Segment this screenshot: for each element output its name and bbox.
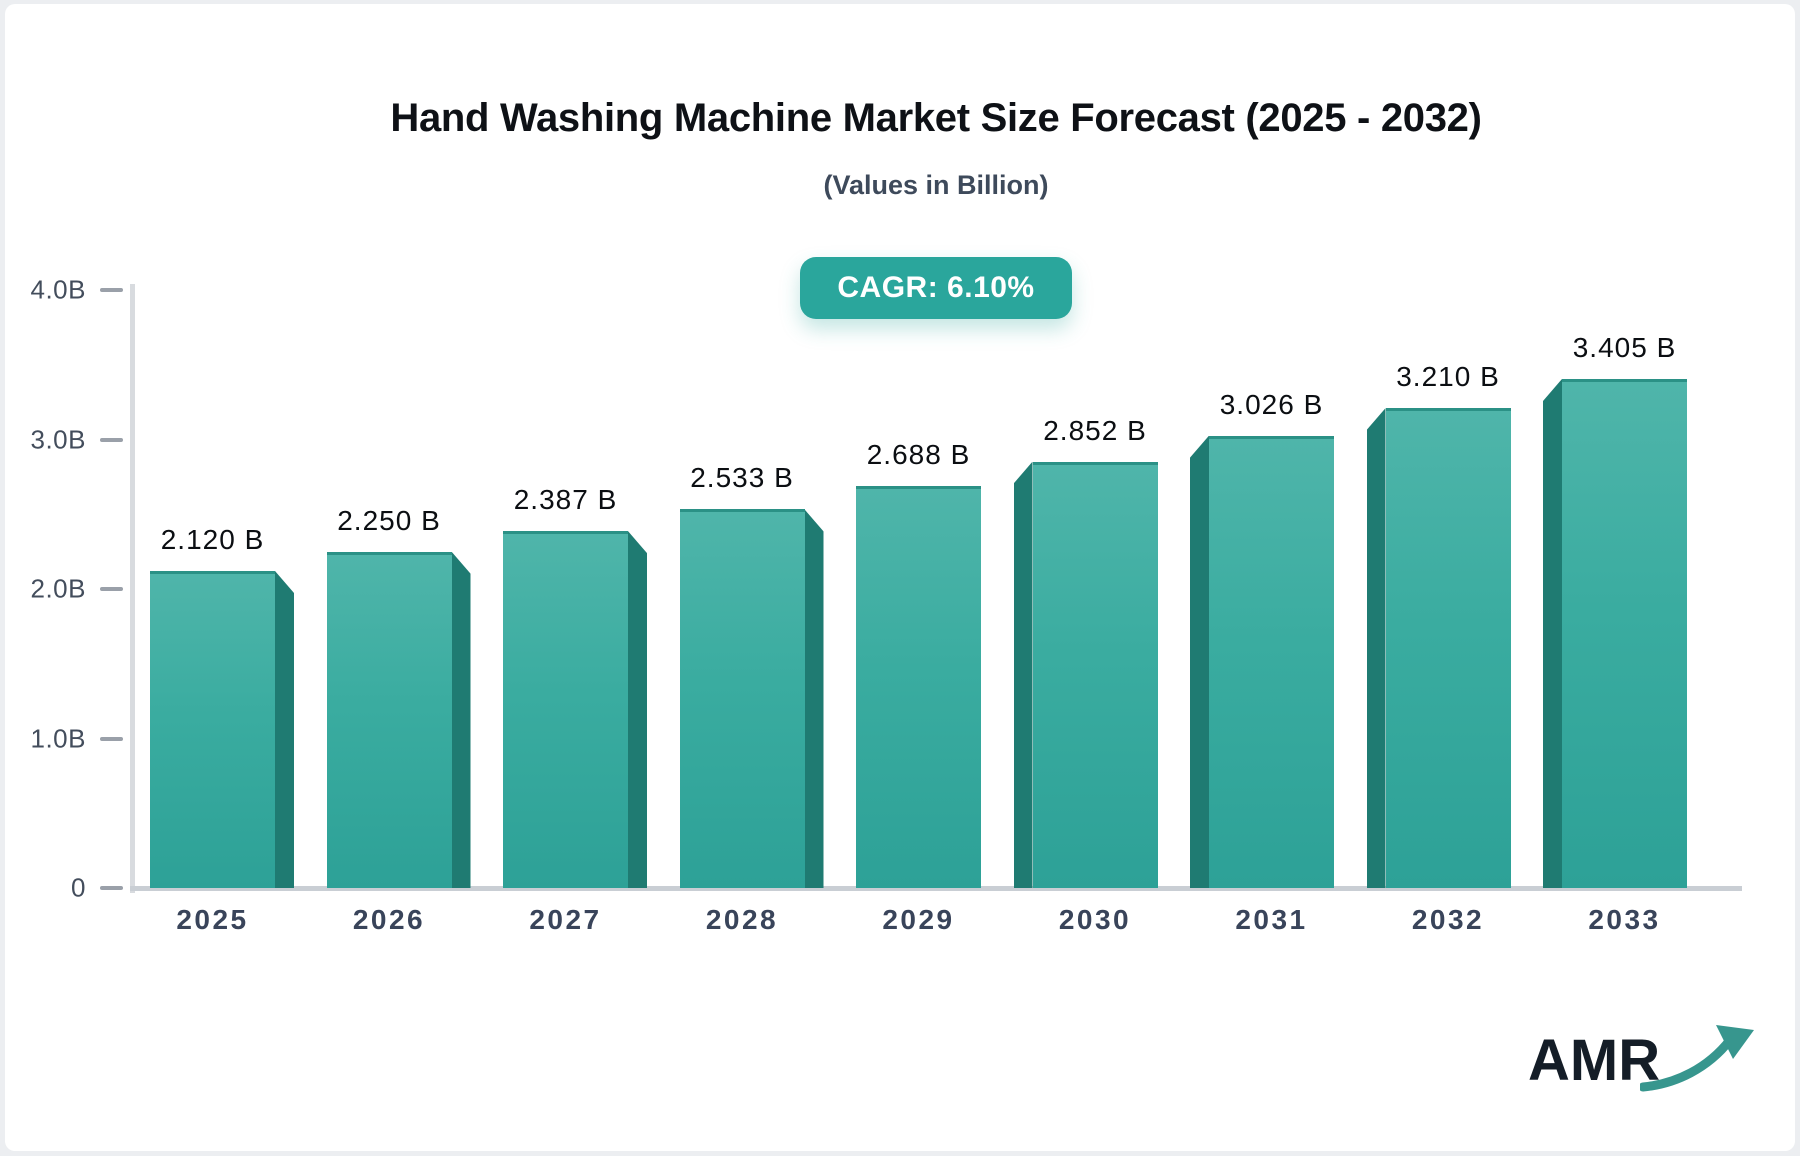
bar-side-shadow (1543, 378, 1562, 888)
bar-value-label: 3.210 B (1396, 361, 1500, 393)
bar-value-label: 3.405 B (1572, 331, 1677, 363)
y-tick-label: 0 (71, 872, 86, 903)
chart-title: Hand Washing Machine Market Size Forecas… (390, 96, 1482, 140)
y-tick-mark (100, 288, 123, 292)
badge-wrap: CAGR: 6.10% (130, 257, 1742, 319)
bar-value-label: 2.387 B (513, 484, 618, 516)
y-tick-mark (100, 736, 123, 741)
bar-2025 (150, 571, 275, 888)
x-tick-label: 2032 (1411, 904, 1485, 935)
bar-value-label: 2.120 B (160, 524, 265, 556)
x-tick-label: 2025 (176, 904, 249, 935)
bar-value-label: 2.688 B (866, 439, 971, 471)
cagr-badge: CAGR: 6.10% (800, 257, 1072, 319)
bar-value-label: 3.026 B (1219, 388, 1324, 420)
bar-2026 (326, 551, 452, 888)
amr-logo-text: AMR (1528, 1028, 1661, 1093)
y-tick-mark (100, 886, 123, 890)
amr-logo: AMR (1528, 1025, 1754, 1116)
x-tick-label: 2033 (1588, 904, 1661, 935)
y-tick-mark (100, 587, 123, 591)
bar-side-shadow (451, 551, 471, 888)
x-tick-label: 2027 (529, 904, 602, 935)
y-axis-line (130, 284, 135, 893)
bar-value-label: 2.250 B (337, 504, 441, 536)
bar-2032 (1385, 408, 1511, 888)
bar-side-shadow (1013, 461, 1033, 888)
bar-value-label: 2.852 B (1043, 414, 1147, 446)
bar-value-label: 2.533 B (690, 462, 794, 494)
bar-2029 (856, 486, 981, 888)
y-tick-mark (100, 437, 123, 442)
bar-2030 (1032, 461, 1158, 888)
x-tick-label: 2028 (705, 904, 779, 935)
bar-2028 (679, 509, 805, 888)
x-tick-label: 2031 (1235, 904, 1308, 935)
y-tick-label: 4.0B (30, 274, 86, 305)
bar-2027 (503, 531, 628, 888)
y-tick-label: 2.0B (30, 573, 86, 604)
bar-2033 (1562, 378, 1687, 888)
bar-side-shadow (1190, 435, 1209, 888)
chart-subtitle: (Values in Billion) (823, 170, 1049, 200)
y-tick-label: 1.0B (30, 723, 86, 753)
bar-side-shadow (804, 509, 824, 888)
x-tick-label: 2029 (882, 904, 955, 935)
bar-side-shadow (628, 531, 647, 888)
bar-2031 (1209, 435, 1334, 888)
x-axis-line (130, 886, 1742, 891)
x-tick-label: 2026 (352, 904, 426, 935)
bar-side-shadow (275, 571, 294, 888)
growth-arrow-icon (1638, 1022, 1758, 1099)
x-tick-label: 2030 (1058, 904, 1132, 935)
bar-side-shadow (1366, 408, 1386, 888)
y-tick-label: 3.0B (30, 424, 86, 454)
